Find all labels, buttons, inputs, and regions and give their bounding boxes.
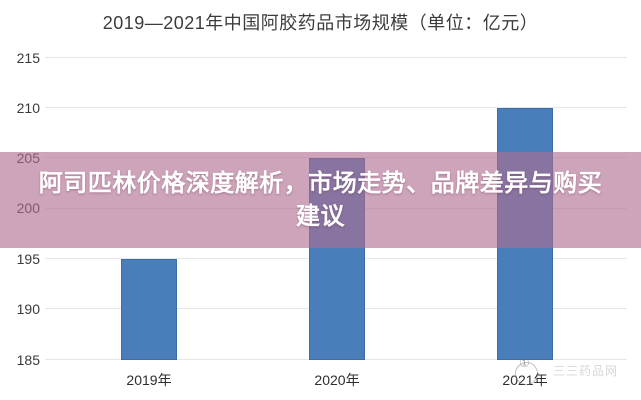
bar-2019[interactable]: [121, 259, 177, 360]
y-tick-label: 190: [16, 301, 40, 317]
gridline: [45, 107, 627, 108]
overlay-banner: 阿司匹林价格深度解析，市场走势、品牌差异与购买建议: [0, 152, 641, 248]
watermark-mark: ①: [519, 356, 530, 370]
chart-title: 2019—2021年中国阿胶药品市场规模（单位：亿元）: [102, 13, 539, 33]
x-tick-label: 2020年: [314, 372, 360, 388]
y-tick-label: 195: [16, 251, 40, 267]
x-tick-label: 2019年: [126, 372, 172, 388]
x-axis: 2019年 2020年 2021年: [45, 360, 627, 400]
y-tick-label: 210: [16, 100, 40, 116]
gridline: [45, 57, 627, 58]
y-tick-label: 185: [16, 352, 40, 368]
watermark-text: 三三药品网: [553, 364, 619, 378]
watermark-circle-icon: [515, 362, 538, 385]
overlay-headline: 阿司匹林价格深度解析，市场走势、品牌差异与购买建议: [38, 169, 603, 230]
y-tick-label: 215: [16, 50, 40, 66]
